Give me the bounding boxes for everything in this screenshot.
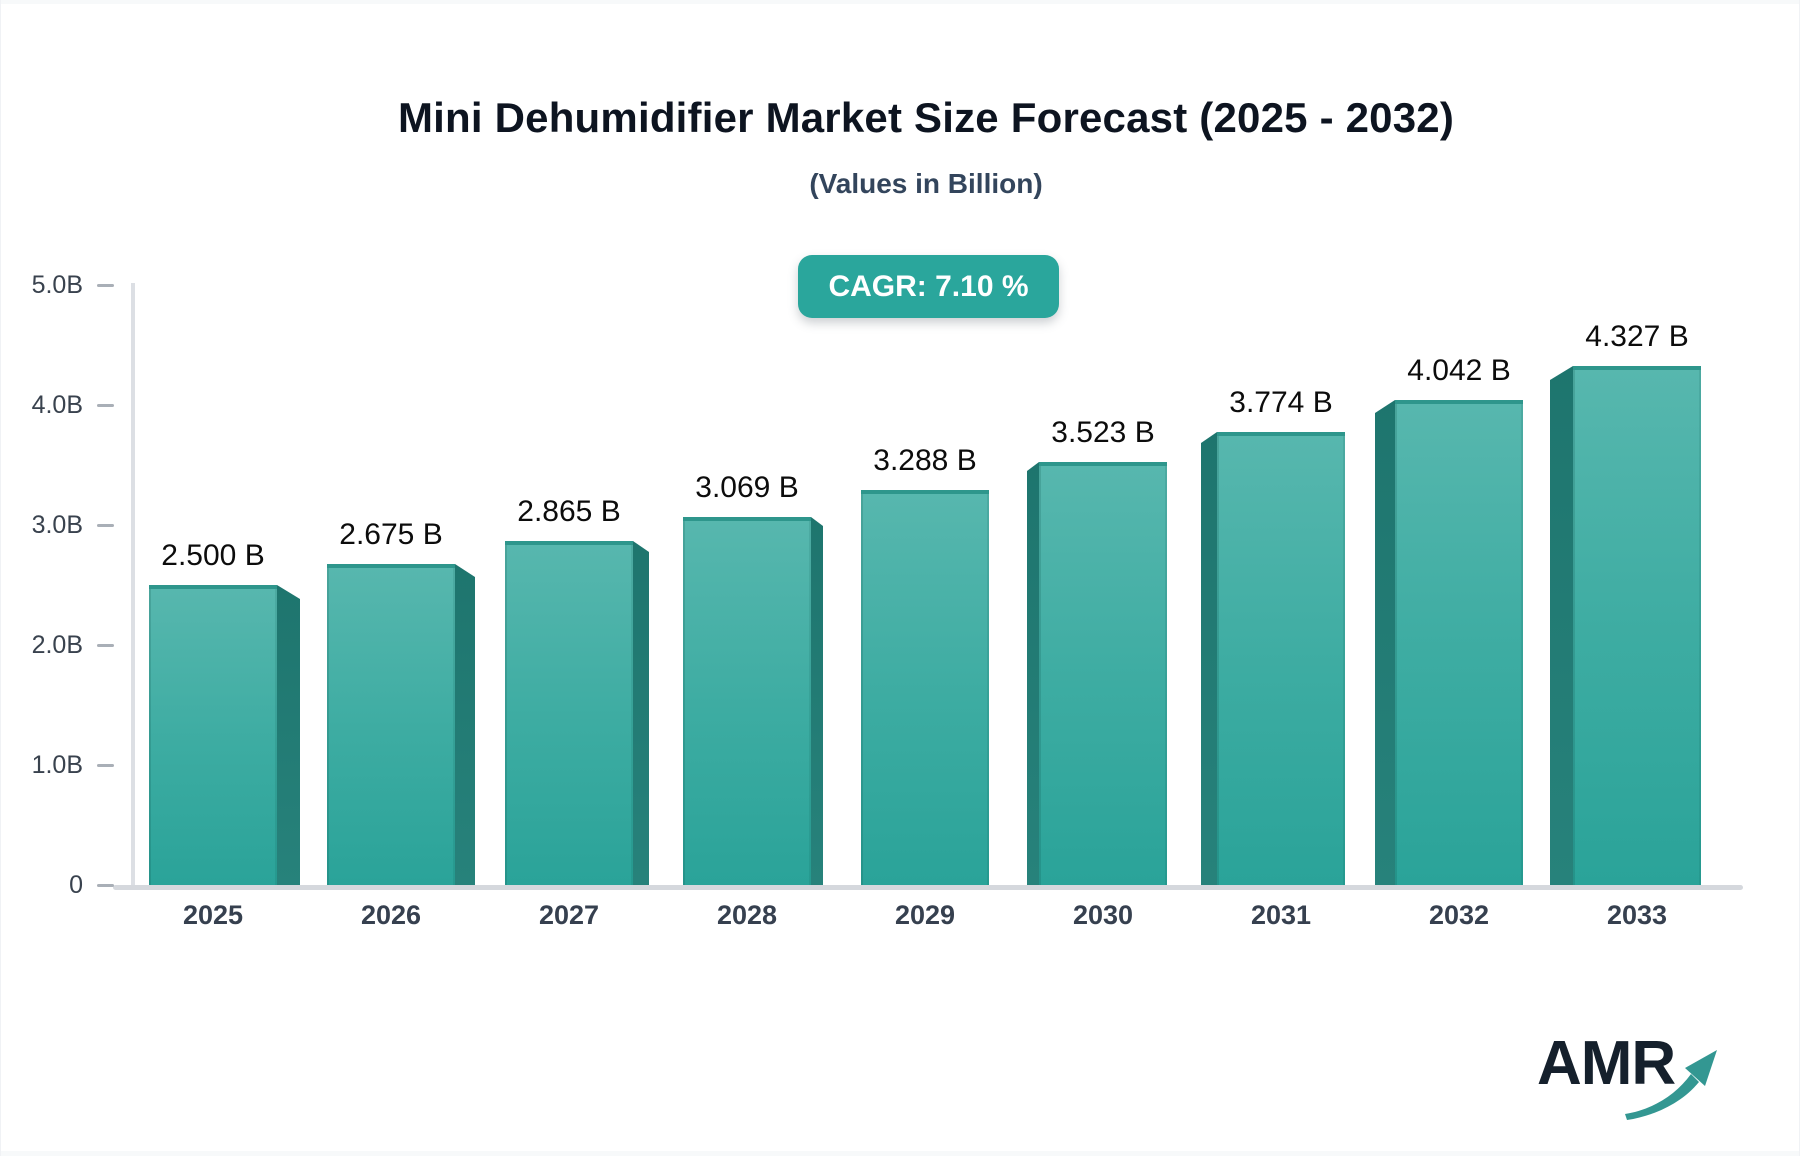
bar-side-face: [1027, 462, 1039, 885]
bar-side-face: [455, 564, 475, 885]
y-axis-label: 5.0B: [31, 271, 83, 299]
bar-2025[interactable]: [149, 585, 277, 885]
y-axis-label: 3.0B: [31, 511, 83, 539]
bar-value-label: 2.865 B: [517, 495, 621, 528]
amr-logo-text: AMR: [1537, 1029, 1676, 1098]
x-axis-label-2029: 2029: [894, 900, 956, 930]
bar-2029[interactable]: [861, 490, 989, 885]
bar-value-label: 3.523 B: [1051, 416, 1155, 449]
y-axis-tick: [97, 644, 114, 647]
bar-side-face: [1550, 366, 1573, 885]
x-axis-baseline: [113, 885, 1743, 890]
bar-2032[interactable]: [1395, 400, 1523, 885]
bar-side-face: [277, 585, 300, 885]
y-axis-tick: [97, 524, 114, 527]
amr-logo: AMR: [1529, 1030, 1739, 1120]
y-axis-label: 0: [69, 871, 83, 899]
bar-side-face: [811, 517, 823, 885]
y-axis-tick: [97, 404, 114, 407]
bar-2026[interactable]: [327, 564, 455, 885]
bar-value-label: 4.042 B: [1407, 354, 1511, 387]
bar-value-label: 3.069 B: [695, 471, 799, 504]
y-axis-line: [131, 283, 135, 890]
bar-2028[interactable]: [683, 517, 811, 885]
bar-value-label: 2.675 B: [339, 518, 443, 551]
y-axis-tick: [97, 284, 114, 287]
x-axis-label-2026: 2026: [360, 900, 422, 930]
trend-arrow-icon: [1625, 1050, 1717, 1120]
x-axis-label-2032: 2032: [1428, 900, 1490, 930]
bar-2033[interactable]: [1573, 366, 1701, 885]
cagr-badge: CAGR: 7.10 %: [798, 255, 1059, 318]
x-axis-label-2028: 2028: [716, 900, 778, 930]
page-top-border: [1, 0, 1799, 4]
bar-value-label: 3.774 B: [1229, 386, 1333, 419]
x-axis-label-2027: 2027: [538, 900, 600, 930]
bar-value-label: 2.500 B: [161, 539, 265, 572]
y-axis-tick: [97, 764, 114, 767]
bar-side-face: [1201, 432, 1217, 885]
bar-side-face: [1375, 400, 1395, 885]
bar-2031[interactable]: [1217, 432, 1345, 885]
y-axis-label: 4.0B: [31, 391, 83, 419]
bar-2027[interactable]: [505, 541, 633, 885]
x-axis-label-2033: 2033: [1606, 900, 1668, 930]
x-axis-label-2025: 2025: [182, 900, 244, 930]
page-bottom-border: [1, 1151, 1799, 1156]
y-axis-tick: [97, 884, 114, 887]
page-subtitle: (Values in Billion): [809, 168, 1043, 199]
bar-value-label: 4.327 B: [1585, 320, 1689, 353]
page-title: Mini Dehumidifier Market Size Forecast (…: [397, 94, 1455, 141]
bar-2030[interactable]: [1039, 462, 1167, 885]
y-axis-label: 2.0B: [31, 631, 83, 659]
y-axis-label: 1.0B: [31, 751, 83, 779]
bar-value-label: 3.288 B: [873, 444, 977, 477]
bar-side-face: [633, 541, 649, 885]
x-axis-label-2030: 2030: [1072, 900, 1134, 930]
x-axis-label-2031: 2031: [1250, 900, 1312, 930]
